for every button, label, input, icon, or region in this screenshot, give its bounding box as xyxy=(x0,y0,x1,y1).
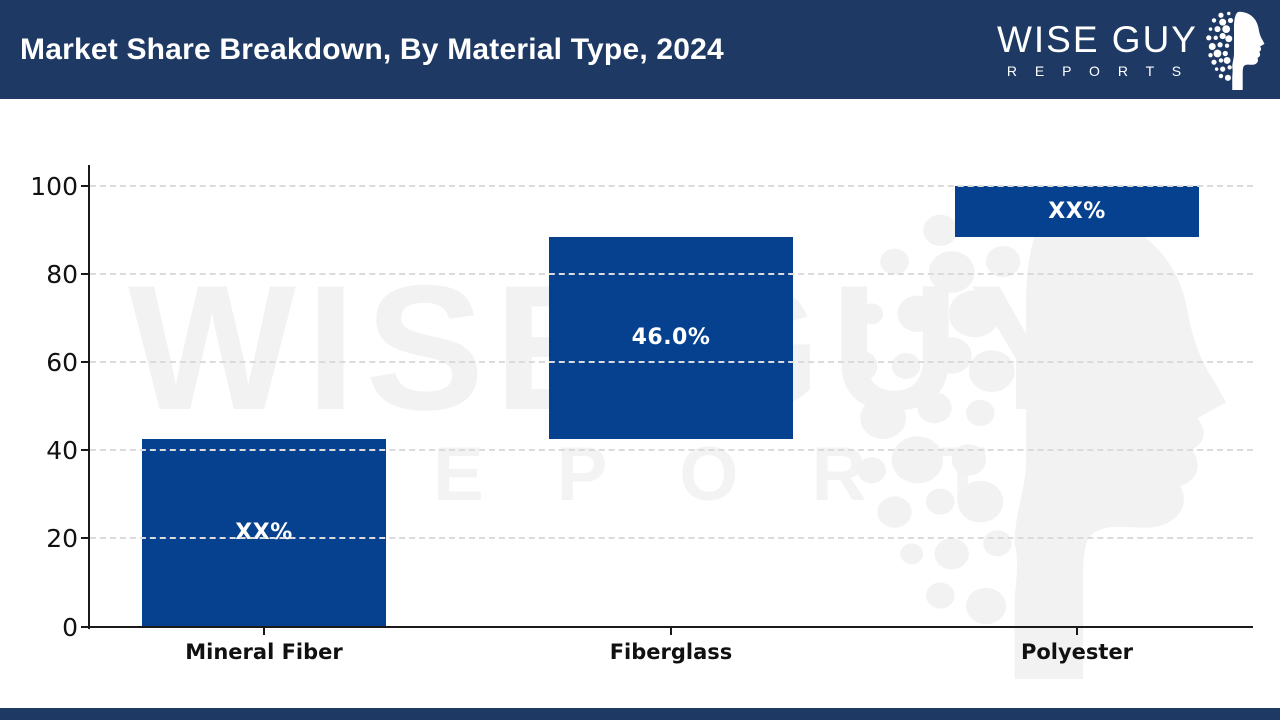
y-tick-0 xyxy=(81,625,90,628)
y-axis-line xyxy=(88,165,90,629)
header-bar: Market Share Breakdown, By Material Type… xyxy=(0,0,1280,99)
y-tick-label-100: 100 xyxy=(30,172,78,201)
y-tick-label-60: 60 xyxy=(46,348,78,378)
bar-polyester: XX% xyxy=(955,186,1199,237)
x-tick-label-fiberglass: Fiberglass xyxy=(609,639,733,664)
bar-fiberglass: 46.0% xyxy=(549,236,793,440)
y-tick-20 xyxy=(81,537,90,540)
y-tick-80 xyxy=(81,273,90,276)
bar-mineral-fiber: XX% xyxy=(142,439,386,627)
bar-value-label: XX% xyxy=(1048,198,1106,224)
logo-head-icon xyxy=(1206,11,1265,90)
y-tick-60 xyxy=(81,361,90,364)
x-tick-label-mineral-fiber: Mineral Fiber xyxy=(185,639,343,664)
chart-area: WISE GUY R E P O R T S XX% 46.0% XX% 0 20 40 6… xyxy=(0,99,1280,708)
gridline-y40 xyxy=(90,449,1253,452)
logo-text: WISE GUY R E P O R T S xyxy=(997,21,1198,78)
footer-bar xyxy=(0,708,1280,720)
gridline-y60 xyxy=(90,361,1253,364)
y-tick-label-40: 40 xyxy=(46,436,78,466)
y-tick-40 xyxy=(81,449,90,452)
y-tick-label-0: 0 xyxy=(62,612,78,642)
logo-wordmark: WISE GUY xyxy=(996,19,1198,60)
x-axis-line xyxy=(88,625,1253,628)
bar-value-label: 46.0% xyxy=(631,325,711,351)
gridline-y80 xyxy=(90,273,1253,276)
logo-subtitle: R E P O R T S xyxy=(1006,63,1189,79)
y-tick-label-80: 80 xyxy=(46,260,78,290)
y-tick-100 xyxy=(81,185,90,187)
page-title: Market Share Breakdown, By Material Type… xyxy=(20,32,724,66)
x-tick-fiberglass xyxy=(670,628,672,635)
x-tick-polyester xyxy=(1076,628,1078,635)
x-tick-mineral-fiber xyxy=(263,628,265,635)
x-tick-label-polyester: Polyester xyxy=(1020,639,1134,664)
gridline-y100 xyxy=(90,185,1253,187)
y-tick-label-20: 20 xyxy=(46,524,78,554)
bar-chart: XX% 46.0% XX% 0 20 40 60 80 100 Mineral Fiber Fibe… xyxy=(0,99,1280,708)
bar-value-label: XX% xyxy=(235,520,293,546)
gridline-y20 xyxy=(90,537,1253,540)
wise-guy-logo: WISE GUY R E P O R T S xyxy=(997,10,1266,90)
